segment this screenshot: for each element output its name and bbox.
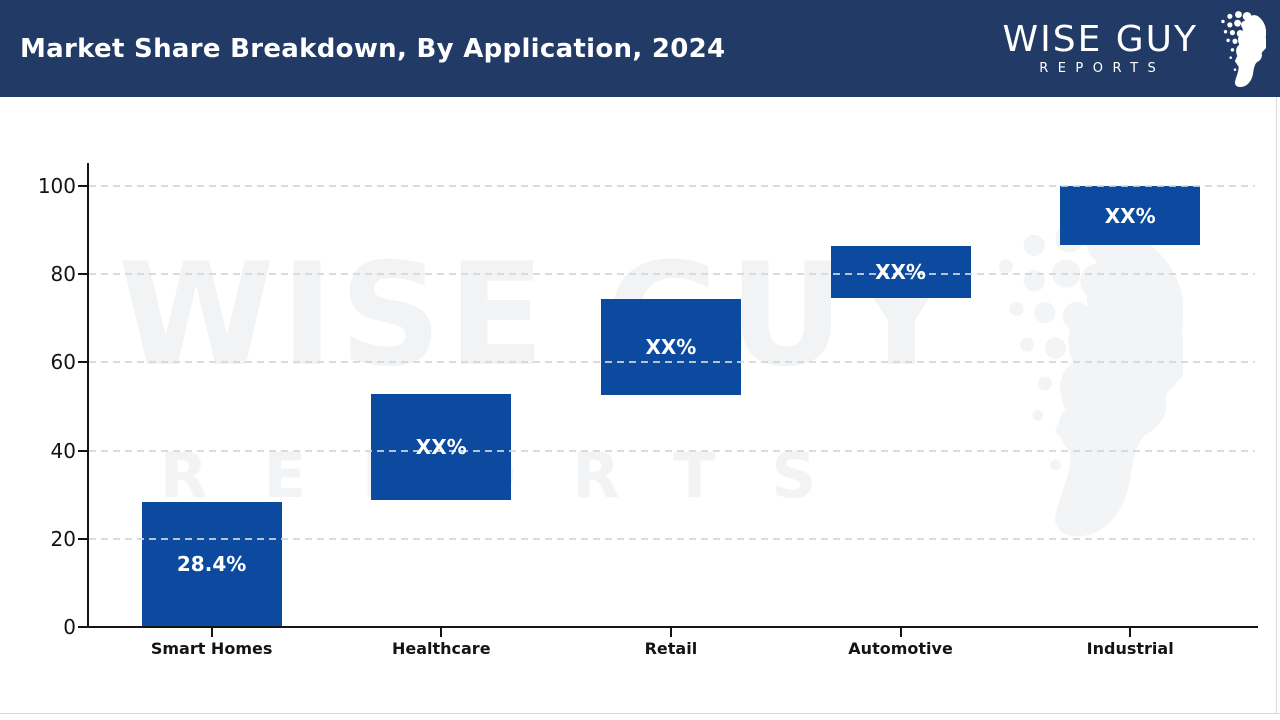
gridline-100 <box>89 185 1255 187</box>
bar-label: XX% <box>415 435 467 460</box>
y-tick <box>78 537 87 540</box>
y-tick-label: 0 <box>63 615 76 639</box>
y-tick-label: 60 <box>50 350 76 375</box>
category-label: Smart Homes <box>150 639 273 658</box>
x-tick <box>899 628 902 637</box>
watermark-wordmark: WISE GUY <box>118 233 959 398</box>
bar-smart-homes <box>141 501 282 627</box>
y-tick-label: 40 <box>50 438 76 463</box>
header-bar: Market Share Breakdown, By Application, … <box>0 0 1280 97</box>
bar-label: XX% <box>1104 203 1156 228</box>
y-axis-line <box>87 163 89 626</box>
category-label: Healthcare <box>391 639 491 658</box>
y-tick <box>78 185 87 187</box>
logo-wordmark: WISE GUY REPORTS <box>1002 19 1199 76</box>
gridline-60 <box>89 361 1255 364</box>
x-tick <box>210 628 213 637</box>
y-tick-label: 80 <box>50 262 76 287</box>
gridline-40 <box>89 449 1255 452</box>
y-tick <box>78 626 87 628</box>
category-label: Industrial <box>1086 639 1174 658</box>
y-tick <box>78 361 87 364</box>
bar-label: XX% <box>875 260 926 285</box>
category-label: Automotive <box>848 639 953 658</box>
bar-healthcare <box>371 394 512 500</box>
category-label: Retail <box>644 639 698 658</box>
gridline-20 <box>89 537 1255 540</box>
bottom-divider <box>0 713 1280 714</box>
y-tick-label: 100 <box>37 174 76 198</box>
bar-industrial <box>1060 186 1201 246</box>
page-title: Market Share Breakdown, By Application, … <box>20 33 726 64</box>
bar-automotive <box>830 246 971 298</box>
right-divider <box>1276 97 1277 714</box>
bar-label: XX% <box>645 334 697 359</box>
brand-logo: WISE GUY REPORTS <box>1002 9 1266 89</box>
x-tick <box>669 628 672 637</box>
x-tick <box>440 628 443 637</box>
chart-area: WISE GUY REPORTS 28.4% Smart Homes XX% Heal… <box>0 97 1280 720</box>
x-axis-line <box>87 626 1258 628</box>
x-tick <box>1129 628 1132 637</box>
bar-retail <box>600 298 741 396</box>
logo-head-icon <box>1221 10 1266 87</box>
logo-line1: WISE GUY <box>1002 19 1198 60</box>
bar-label: 28.4% <box>176 552 247 577</box>
gridline-80 <box>89 273 1255 276</box>
y-tick-label: 20 <box>50 526 76 551</box>
logo-line2: REPORTS <box>1039 61 1166 76</box>
y-tick <box>78 273 87 276</box>
y-tick <box>78 449 87 452</box>
